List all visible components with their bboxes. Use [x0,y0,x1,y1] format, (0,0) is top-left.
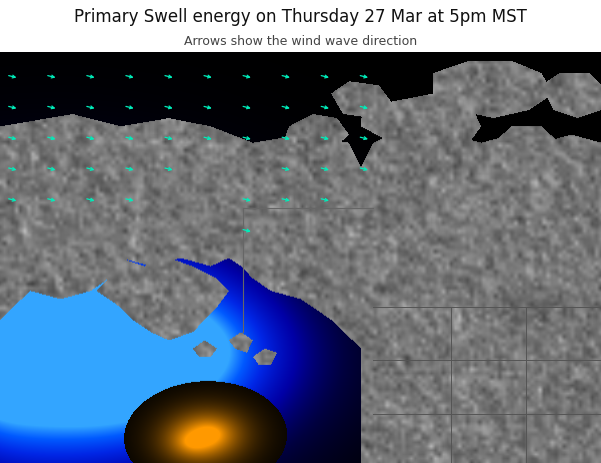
Text: Arrows show the wind wave direction: Arrows show the wind wave direction [184,35,417,48]
Text: Primary Swell energy on Thursday 27 Mar at 5pm MST: Primary Swell energy on Thursday 27 Mar … [74,8,527,26]
